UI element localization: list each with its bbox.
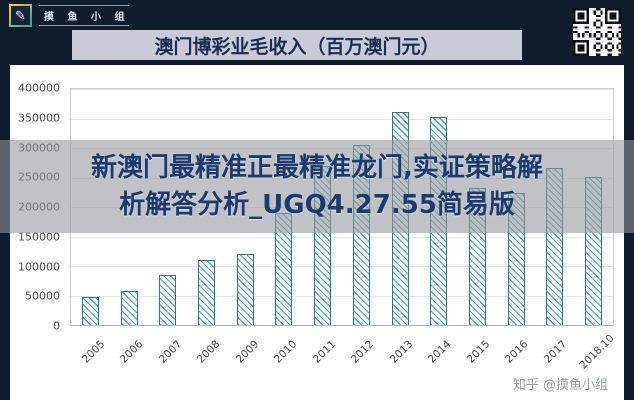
- x-axis: 2005 2006 2007 2008 2009 2010 2011 2012 2013 2014…: [70, 332, 616, 376]
- bar-slot: [110, 89, 149, 325]
- gridline: [71, 89, 613, 90]
- logo-pen-icon: ✎: [9, 4, 32, 27]
- zhihu-credit: 知乎 @摸鱼小组: [512, 378, 608, 393]
- y-tick-label: 400000: [18, 81, 60, 95]
- bar-slot: [226, 89, 265, 325]
- bar-2007: [159, 275, 177, 325]
- y-tick-label: 350000: [18, 111, 60, 125]
- chart-title: 澳门博彩业毛收入（百万澳门元）: [154, 35, 440, 58]
- x-tick-slot: 2005: [70, 334, 109, 376]
- bar-2009: [236, 254, 254, 325]
- gridline: [71, 118, 613, 120]
- watermark-text: 新澳门最精准正最精准龙门,实证策略解 析解答分析_UGQ4.27.55简易版: [91, 152, 543, 220]
- qr-code-icon: [573, 8, 621, 56]
- y-tick-label: 50000: [25, 289, 60, 303]
- y-tick-label: 150000: [18, 230, 60, 244]
- bar-slot: [71, 89, 110, 325]
- chart-title-band: 澳门博彩业毛收入（百万澳门元）: [72, 30, 522, 60]
- bar-slot: [148, 89, 187, 325]
- gridline: [71, 325, 613, 326]
- gridline: [71, 266, 613, 267]
- watermark-overlay: 新澳门最精准正最精准龙门,实证策略解 析解答分析_UGQ4.27.55简易版: [0, 140, 634, 233]
- bar-slot: [187, 89, 226, 325]
- y-tick-label: 100000: [18, 260, 60, 273]
- bar-2008: [198, 260, 216, 325]
- bar-2005: [81, 297, 99, 325]
- bar-2006: [120, 291, 138, 325]
- logo: ✎ 摸 鱼 小 组: [9, 4, 130, 27]
- y-tick-label: 0: [53, 319, 60, 333]
- gridline: [71, 295, 613, 297]
- gridline: [71, 236, 613, 238]
- logo-group-name: 摸 鱼 小 组: [39, 5, 130, 26]
